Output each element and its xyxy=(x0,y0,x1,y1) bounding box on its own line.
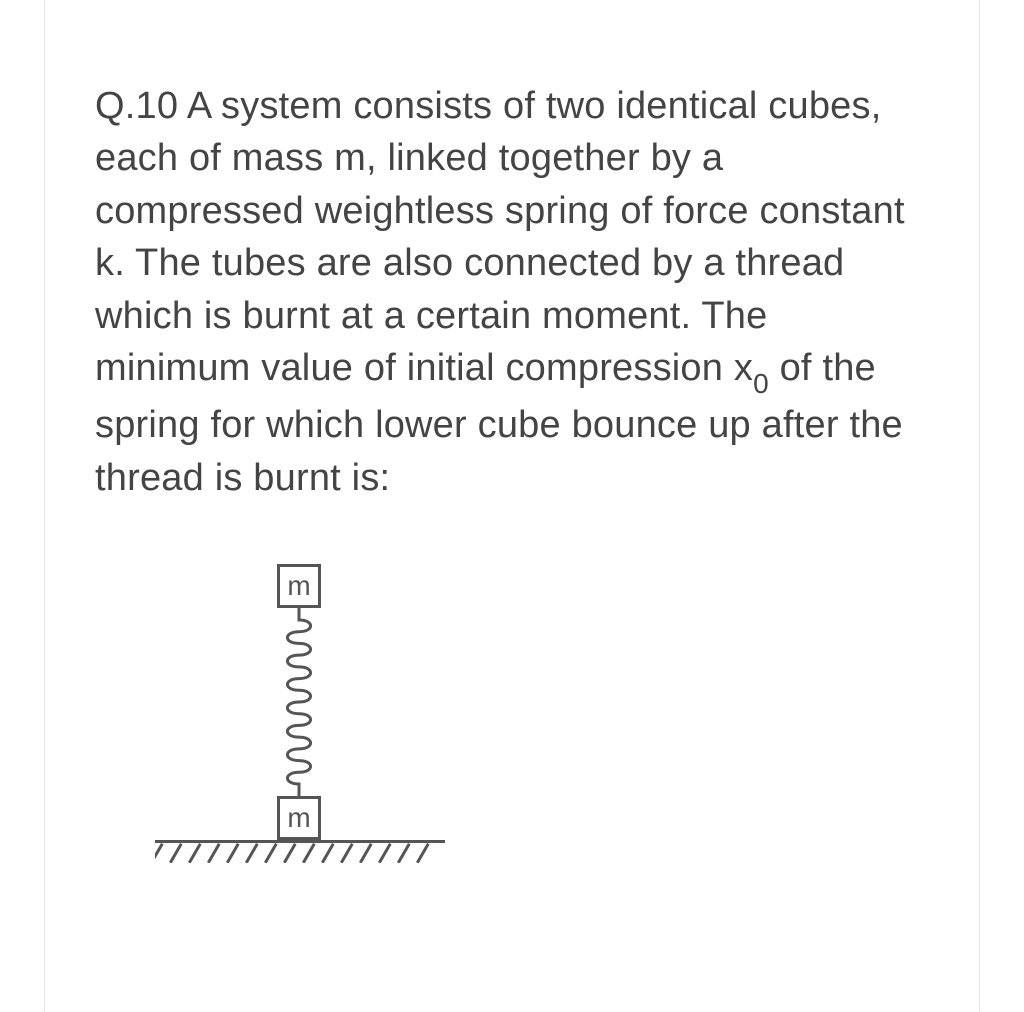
question-number: Q.10 xyxy=(95,85,178,127)
ground-hatch xyxy=(397,843,411,863)
ground-hatch xyxy=(321,843,335,863)
physics-diagram: m m xyxy=(155,564,455,894)
top-cube: m xyxy=(277,564,321,608)
question-card: Q.10 A system consists of two identical … xyxy=(44,0,980,1012)
ground-hatch xyxy=(340,843,354,863)
question-text: Q.10 A system consists of two identical … xyxy=(95,80,929,504)
ground-hatch xyxy=(169,843,183,863)
ground-hatch xyxy=(155,843,164,863)
ground-hatch xyxy=(283,843,297,863)
ground-hatch xyxy=(302,843,316,863)
ground-hatch xyxy=(416,843,430,863)
ground-hatch xyxy=(264,843,278,863)
top-cube-label: m xyxy=(287,570,310,602)
ground-hatch xyxy=(245,843,259,863)
ground-hatch xyxy=(207,843,221,863)
ground-hatch xyxy=(188,843,202,863)
ground-hatch xyxy=(378,843,392,863)
spring-icon xyxy=(286,608,312,796)
bottom-cube-label: m xyxy=(287,802,310,834)
bottom-cube: m xyxy=(277,796,321,840)
ground-hatch xyxy=(359,843,373,863)
ground-hatch xyxy=(226,843,240,863)
question-subscript: 0 xyxy=(753,368,769,399)
question-body-1: A system consists of two identical cubes… xyxy=(95,85,905,389)
ground-hatches xyxy=(155,843,445,863)
ground xyxy=(155,840,445,863)
